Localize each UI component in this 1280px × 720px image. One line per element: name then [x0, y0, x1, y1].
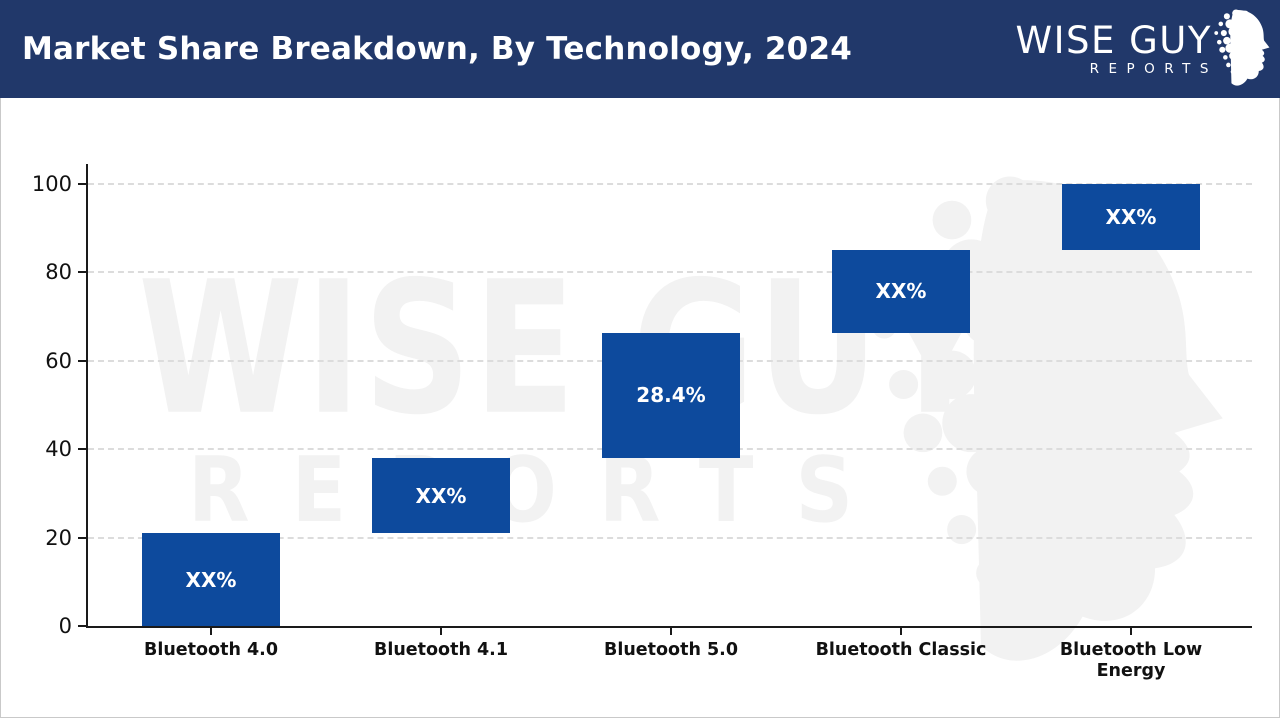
y-axis-tick-80 [78, 271, 88, 274]
bar-value-label: XX% [1105, 205, 1157, 230]
card-border-bottom [0, 717, 1280, 718]
card-border-left [0, 98, 1, 718]
y-axis-tick-0 [78, 625, 88, 627]
y-axis-label-0: 0 [58, 614, 72, 638]
x-axis-category-label: Bluetooth 4.1 [374, 640, 508, 660]
bar-segment: XX% [832, 250, 970, 333]
bar-value-label: 28.4% [636, 383, 706, 408]
x-axis-tick [1130, 628, 1132, 635]
gridline-80 [88, 271, 1252, 274]
logo-subtitle: REPORTS [1089, 60, 1218, 77]
x-axis-category-label: Bluetooth Classic [815, 640, 987, 660]
gridline-20 [88, 536, 1252, 539]
x-axis-tick [440, 628, 442, 635]
y-axis-label-40: 40 [45, 437, 72, 462]
watermark-subtitle: REPORTS [188, 438, 896, 543]
x-axis-category-label: Bluetooth 4.0 [144, 640, 278, 660]
bar-segment: XX% [142, 533, 280, 626]
bar-value-label: XX% [415, 483, 467, 508]
x-axis-category-label: Bluetooth 5.0 [604, 640, 738, 660]
bar-segment: XX% [1062, 184, 1200, 251]
y-axis-label-100: 100 [31, 172, 72, 196]
y-axis-tick-60 [78, 359, 88, 362]
y-axis-tick-40 [78, 448, 88, 451]
x-axis-tick [900, 628, 902, 635]
x-axis-line [86, 626, 1252, 628]
y-axis-label-60: 60 [45, 348, 72, 373]
page-title: Market Share Breakdown, By Technology, 2… [22, 31, 852, 67]
y-axis-tick-20 [78, 536, 88, 539]
x-axis-tick [210, 628, 212, 635]
y-axis-tick-100 [78, 183, 88, 185]
y-axis-label-80: 80 [45, 260, 72, 285]
bar-value-label: XX% [185, 567, 237, 592]
wiseguy-logo: WISE GUY REPORTS [1016, 4, 1274, 94]
header-bar: Market Share Breakdown, By Technology, 2… [0, 0, 1280, 98]
bar-segment: XX% [372, 458, 510, 534]
logo-text: WISE GUY REPORTS [1016, 22, 1212, 77]
x-axis-category-label: Bluetooth Low Energy [1059, 640, 1203, 682]
y-axis-label-20: 20 [45, 525, 72, 550]
gridline-100 [88, 183, 1252, 185]
logo-wordmark: WISE GUY [1015, 18, 1212, 62]
bar-value-label: XX% [875, 279, 927, 304]
x-axis-tick [670, 628, 672, 635]
bar-segment: 28.4% [602, 332, 740, 459]
y-axis-line [86, 164, 88, 628]
